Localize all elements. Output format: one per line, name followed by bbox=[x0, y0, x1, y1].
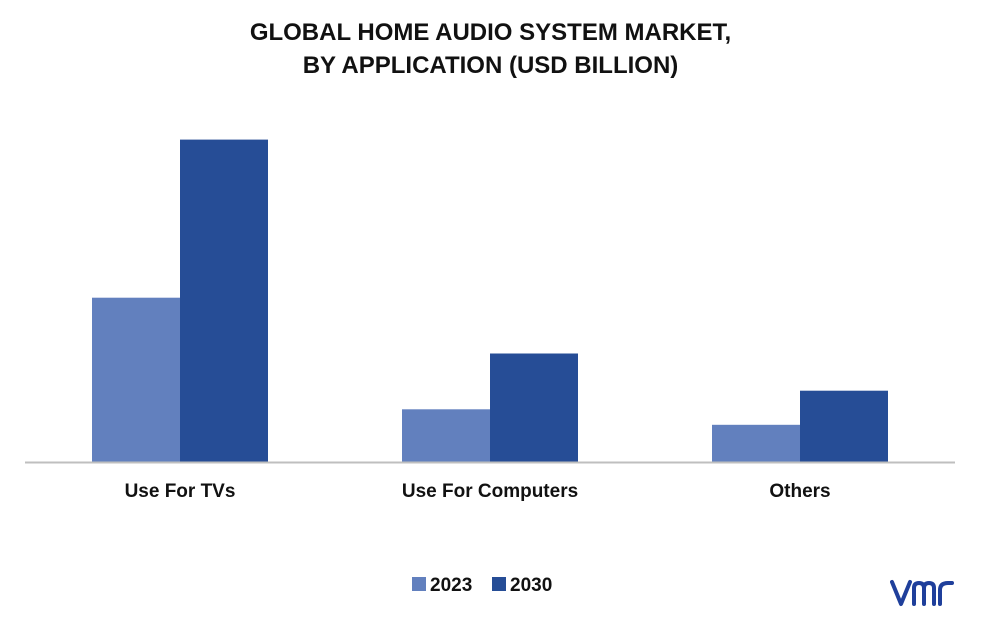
x-tick-label: Others bbox=[769, 481, 830, 502]
bar-2030-0 bbox=[180, 139, 268, 462]
bar-2023-0 bbox=[92, 297, 180, 462]
vmr-logo bbox=[890, 580, 954, 606]
x-tick-label: Use For TVs bbox=[125, 481, 236, 502]
legend-swatch-2030 bbox=[492, 577, 506, 591]
legend-label-2030: 2030 bbox=[510, 575, 552, 596]
bar-2030-2 bbox=[800, 390, 888, 462]
chart-title: GLOBAL HOME AUDIO SYSTEM MARKET, BY APPL… bbox=[0, 16, 981, 82]
chart-title-line-1: GLOBAL HOME AUDIO SYSTEM MARKET, bbox=[249, 19, 732, 46]
x-tick-label: Use For Computers bbox=[402, 481, 578, 502]
vmr-logo-r bbox=[938, 581, 954, 606]
bar-2030-1 bbox=[490, 353, 578, 462]
bar-2023-2 bbox=[712, 424, 800, 462]
bar-2023-1 bbox=[402, 409, 490, 462]
vmr-logo-v bbox=[890, 580, 912, 606]
legend-label-2023: 2023 bbox=[430, 575, 472, 596]
vmr-logo-m bbox=[912, 581, 936, 606]
chart-title-line-2: BY APPLICATION (USD BILLION) bbox=[302, 52, 679, 79]
legend-swatch-2023 bbox=[412, 577, 426, 591]
